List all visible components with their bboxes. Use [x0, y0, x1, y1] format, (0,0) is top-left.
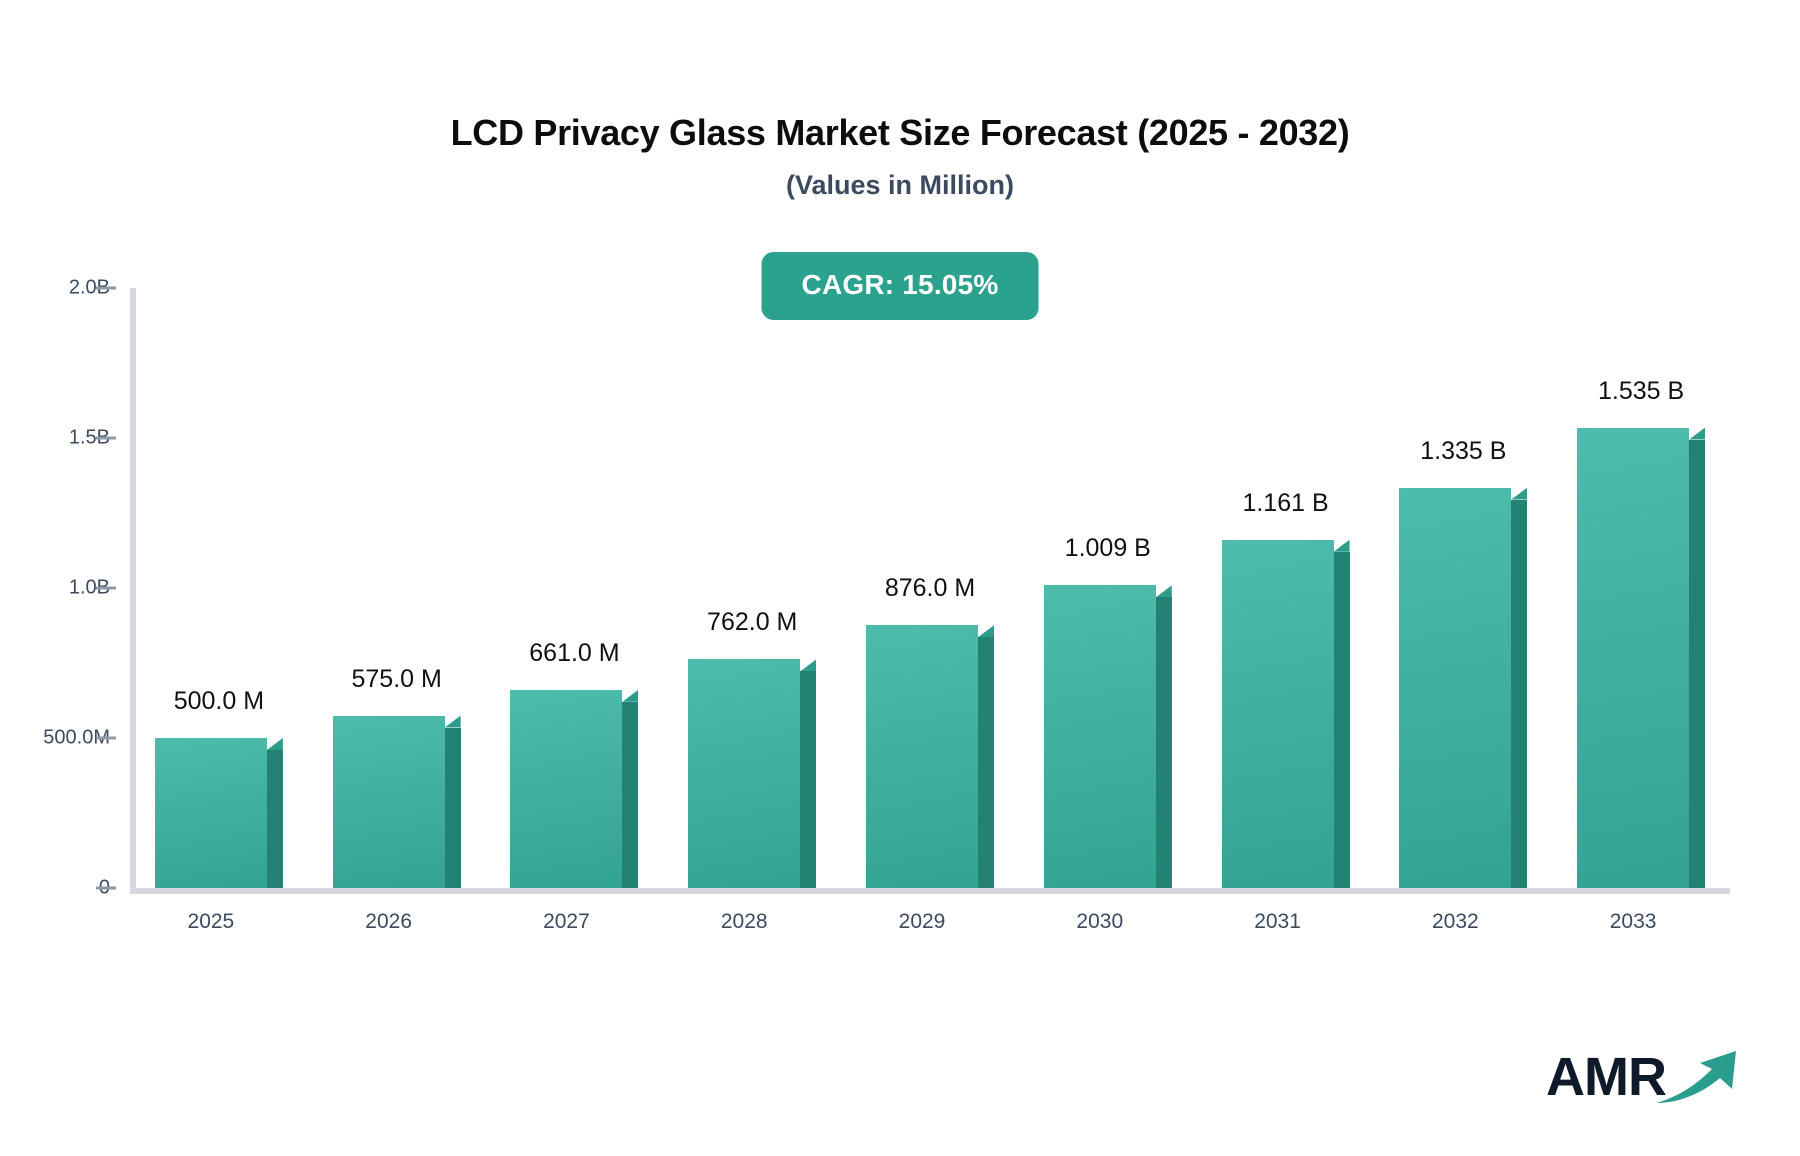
x-axis-tick-label: 2029 — [898, 910, 946, 933]
y-axis-spine — [130, 288, 136, 888]
x-axis-tick-label: 2026 — [365, 910, 413, 933]
bar[interactable] — [1043, 585, 1172, 888]
bar-side-face — [800, 671, 817, 888]
x-axis-tick-label: 2033 — [1609, 910, 1657, 933]
bar-value-label: 876.0 M — [884, 574, 976, 603]
x-axis-baseline — [130, 888, 1730, 894]
bar-group[interactable]: 876.0 M — [866, 288, 994, 888]
chart-title: LCD Privacy Glass Market Size Forecast (… — [450, 112, 1350, 153]
bar-front-face — [154, 738, 267, 888]
y-axis-tick-label: 1.0B — [68, 576, 110, 599]
bar-group[interactable]: 762.0 M — [688, 288, 817, 888]
bar[interactable] — [154, 738, 283, 888]
plot-area: 500.0 M 575.0 M 661.0 M 762.0 M 876.0 M 1.009… — [130, 288, 1730, 894]
bar-top-face — [266, 738, 283, 750]
bar-front-face — [510, 689, 623, 888]
bar-side-face — [444, 727, 461, 888]
bar-value-label: 1.161 B — [1242, 488, 1329, 517]
bar-value-label: 762.0 M — [707, 608, 798, 637]
bar[interactable] — [332, 715, 461, 888]
bar-top-face — [1511, 487, 1528, 500]
y-axis-tick-mark — [96, 436, 116, 440]
x-axis-tick-label: 2027 — [543, 910, 590, 933]
bar-value-label: 1.335 B — [1420, 436, 1507, 465]
cagr-badge: CAGR: 15.05% — [761, 252, 1039, 320]
growth-arrow-icon — [1652, 1045, 1744, 1114]
bar-value-label: 1.009 B — [1064, 534, 1151, 563]
bar-top-face — [622, 689, 639, 702]
bar-front-face — [1043, 585, 1156, 888]
bar-side-face — [1333, 551, 1350, 888]
bar-value-label: 661.0 M — [529, 638, 620, 667]
bar-top-face — [1689, 427, 1706, 440]
bar-group[interactable]: 661.0 M — [510, 288, 639, 888]
y-axis-tick-label: 500.0M — [43, 726, 110, 749]
y-axis-tick-mark — [96, 886, 116, 890]
y-axis-tick-label: 0 — [10, 877, 110, 900]
x-axis-tick-label: 2030 — [1076, 910, 1124, 933]
bar-group[interactable]: 1.161 B — [1221, 288, 1350, 888]
y-axis-tick-mark — [96, 586, 116, 590]
logo-text: AMR — [1546, 1046, 1667, 1107]
bar-group[interactable]: 1.335 B — [1399, 288, 1528, 888]
chart-subtitle: (Values in Million) — [785, 170, 1015, 200]
y-axis-tick-label: 1.5B — [68, 426, 110, 449]
y-axis-tick-mark — [96, 736, 116, 740]
bar-value-label: 575.0 M — [351, 664, 442, 693]
bar-side-face — [266, 750, 283, 888]
bar-group[interactable]: 500.0 M — [154, 288, 283, 888]
bar-side-face — [622, 701, 639, 888]
bar-group[interactable]: 575.0 M — [332, 288, 461, 888]
bar[interactable] — [1221, 539, 1350, 888]
bar-value-label: 500.0 M — [173, 687, 265, 715]
y-axis-tick-label: 2.0B — [68, 276, 110, 299]
bar-front-face — [866, 625, 978, 888]
bar[interactable] — [510, 689, 639, 888]
x-axis-tick-label: 2028 — [720, 910, 768, 933]
bar-top-face — [800, 659, 817, 672]
x-axis-tick-label: 2025 — [187, 910, 235, 933]
bar-top-face — [444, 715, 461, 728]
bar-value-label: 1.535 B — [1598, 376, 1685, 405]
bar[interactable] — [1577, 427, 1706, 888]
bar-top-face — [1333, 539, 1350, 552]
y-axis-tick-mark — [96, 286, 116, 290]
amr-logo: AMR — [1546, 1039, 1744, 1114]
bar[interactable] — [1399, 487, 1528, 888]
x-axis-tick-label: 2031 — [1254, 910, 1301, 933]
bar-front-face — [1399, 487, 1512, 888]
x-axis-tick-label: 2032 — [1431, 910, 1479, 933]
bar-front-face — [1221, 539, 1334, 888]
bar-front-face — [1577, 427, 1690, 888]
bar[interactable] — [866, 625, 994, 888]
bar-front-face — [332, 715, 445, 888]
bar-side-face — [1155, 597, 1172, 888]
bar-group[interactable]: 1.009 B — [1043, 288, 1172, 888]
bar-side-face — [1689, 439, 1706, 888]
bar-top-face — [978, 625, 994, 638]
bar-group[interactable]: 1.535 B — [1577, 288, 1706, 888]
bar-series: 500.0 M 575.0 M 661.0 M 762.0 M 876.0 M 1.009… — [130, 288, 1730, 888]
bar-side-face — [978, 637, 994, 888]
bar-top-face — [1155, 585, 1172, 598]
bar-side-face — [1511, 499, 1528, 888]
bar-front-face — [688, 659, 801, 888]
bar[interactable] — [688, 659, 817, 888]
